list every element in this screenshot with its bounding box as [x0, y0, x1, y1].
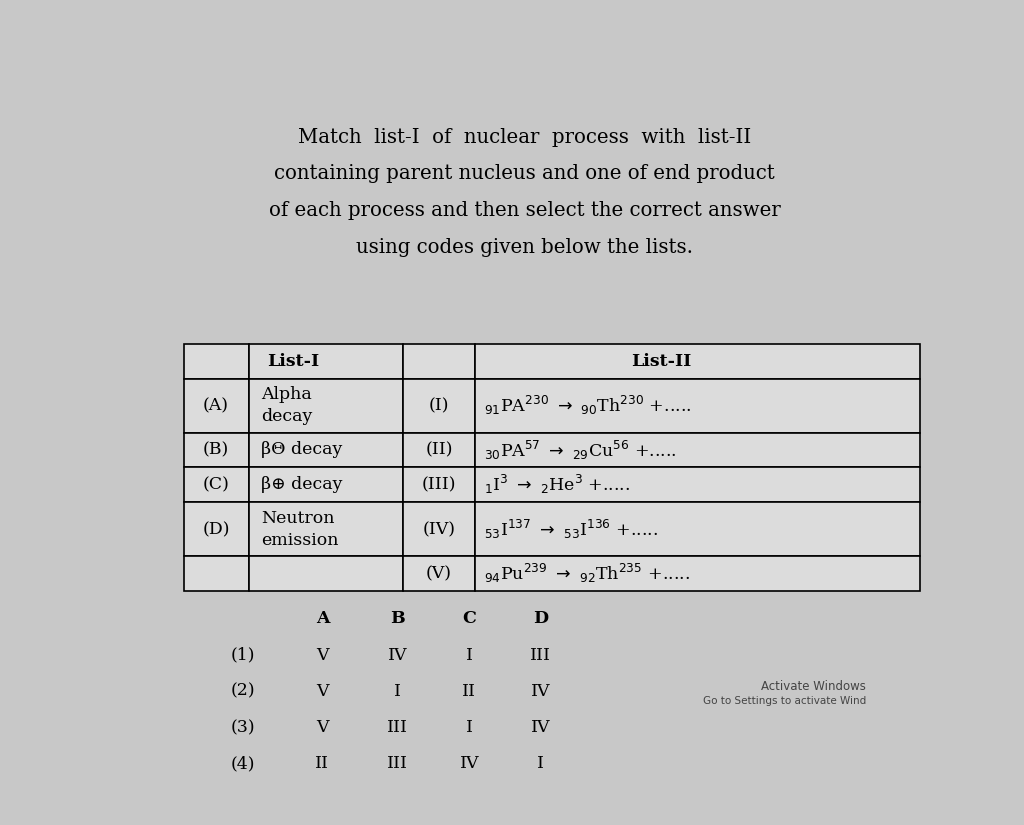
Bar: [183, 379, 249, 432]
Bar: [475, 432, 920, 468]
Text: Alpha
decay: Alpha decay: [261, 386, 312, 425]
Bar: [403, 432, 475, 468]
Text: $_{1}$I$^{3}$ $\rightarrow$ $_{2}$He$^{3}$ +.....: $_{1}$I$^{3}$ $\rightarrow$ $_{2}$He$^{3…: [483, 474, 630, 497]
Text: Activate Windows: Activate Windows: [761, 681, 866, 693]
Text: using codes given below the lists.: using codes given below the lists.: [356, 238, 693, 257]
Text: A: A: [315, 610, 329, 627]
Bar: [183, 432, 249, 468]
Text: (III): (III): [422, 476, 457, 493]
Text: (II): (II): [425, 441, 453, 459]
Text: β⊕ decay: β⊕ decay: [261, 476, 342, 493]
Bar: [475, 343, 920, 379]
Text: V: V: [316, 683, 329, 700]
Text: V: V: [316, 719, 329, 736]
Text: (1): (1): [230, 647, 255, 663]
Text: (4): (4): [230, 755, 255, 772]
Text: (C): (C): [203, 476, 229, 493]
Bar: [403, 468, 475, 502]
Text: (D): (D): [203, 521, 229, 538]
Bar: [403, 556, 475, 592]
Text: of each process and then select the correct answer: of each process and then select the corr…: [269, 201, 780, 220]
Bar: [249, 343, 403, 379]
Bar: [403, 379, 475, 432]
Text: II: II: [462, 683, 476, 700]
Text: Go to Settings to activate Wind: Go to Settings to activate Wind: [702, 696, 866, 706]
Text: (B): (B): [203, 441, 229, 459]
Text: IV: IV: [530, 719, 551, 736]
Bar: [249, 556, 403, 592]
Text: IV: IV: [388, 647, 408, 663]
Text: I: I: [538, 755, 544, 772]
Text: V: V: [316, 647, 329, 663]
Bar: [249, 379, 403, 432]
Bar: [475, 468, 920, 502]
Text: Neutron
emission: Neutron emission: [261, 510, 339, 549]
Text: $_{53}$I$^{137}$ $\rightarrow$ $_{53}$I$^{136}$ +.....: $_{53}$I$^{137}$ $\rightarrow$ $_{53}$I$…: [483, 518, 658, 541]
Text: I: I: [394, 683, 401, 700]
Text: (A): (A): [203, 397, 229, 414]
Text: I: I: [466, 647, 473, 663]
Text: $_{91}$PA$^{230}$ $\rightarrow$ $_{90}$Th$^{230}$ +.....: $_{91}$PA$^{230}$ $\rightarrow$ $_{90}$T…: [483, 394, 691, 417]
Bar: [249, 468, 403, 502]
Bar: [249, 502, 403, 556]
Bar: [403, 502, 475, 556]
Text: (V): (V): [426, 565, 452, 582]
Text: IV: IV: [530, 683, 551, 700]
Bar: [475, 502, 920, 556]
Text: (2): (2): [230, 683, 255, 700]
Bar: [403, 343, 475, 379]
Text: (3): (3): [230, 719, 255, 736]
Text: List-II: List-II: [632, 352, 692, 370]
Bar: [183, 556, 249, 592]
Bar: [183, 343, 249, 379]
Text: (IV): (IV): [423, 521, 456, 538]
Bar: [183, 468, 249, 502]
Bar: [475, 556, 920, 592]
Text: B: B: [390, 610, 406, 627]
Text: List-I: List-I: [267, 352, 319, 370]
Bar: [475, 379, 920, 432]
Bar: [183, 502, 249, 556]
Text: D: D: [534, 610, 548, 627]
Text: II: II: [315, 755, 330, 772]
Text: III: III: [530, 647, 551, 663]
Text: $_{30}$PA$^{57}$ $\rightarrow$ $_{29}$Cu$^{56}$ +.....: $_{30}$PA$^{57}$ $\rightarrow$ $_{29}$Cu…: [483, 438, 677, 461]
Text: I: I: [466, 719, 473, 736]
Text: III: III: [387, 755, 409, 772]
Text: βΘ decay: βΘ decay: [261, 441, 342, 459]
Text: containing parent nucleus and one of end product: containing parent nucleus and one of end…: [274, 164, 775, 183]
Text: Match  list-I  of  nuclear  process  with  list-II: Match list-I of nuclear process with lis…: [298, 128, 752, 147]
Text: IV: IV: [460, 755, 479, 772]
Text: III: III: [387, 719, 409, 736]
Text: C: C: [462, 610, 476, 627]
Text: $_{94}$Pu$^{239}$ $\rightarrow$ $_{92}$Th$^{235}$ +.....: $_{94}$Pu$^{239}$ $\rightarrow$ $_{92}$T…: [483, 563, 690, 586]
Text: (I): (I): [429, 397, 450, 414]
Bar: [249, 432, 403, 468]
